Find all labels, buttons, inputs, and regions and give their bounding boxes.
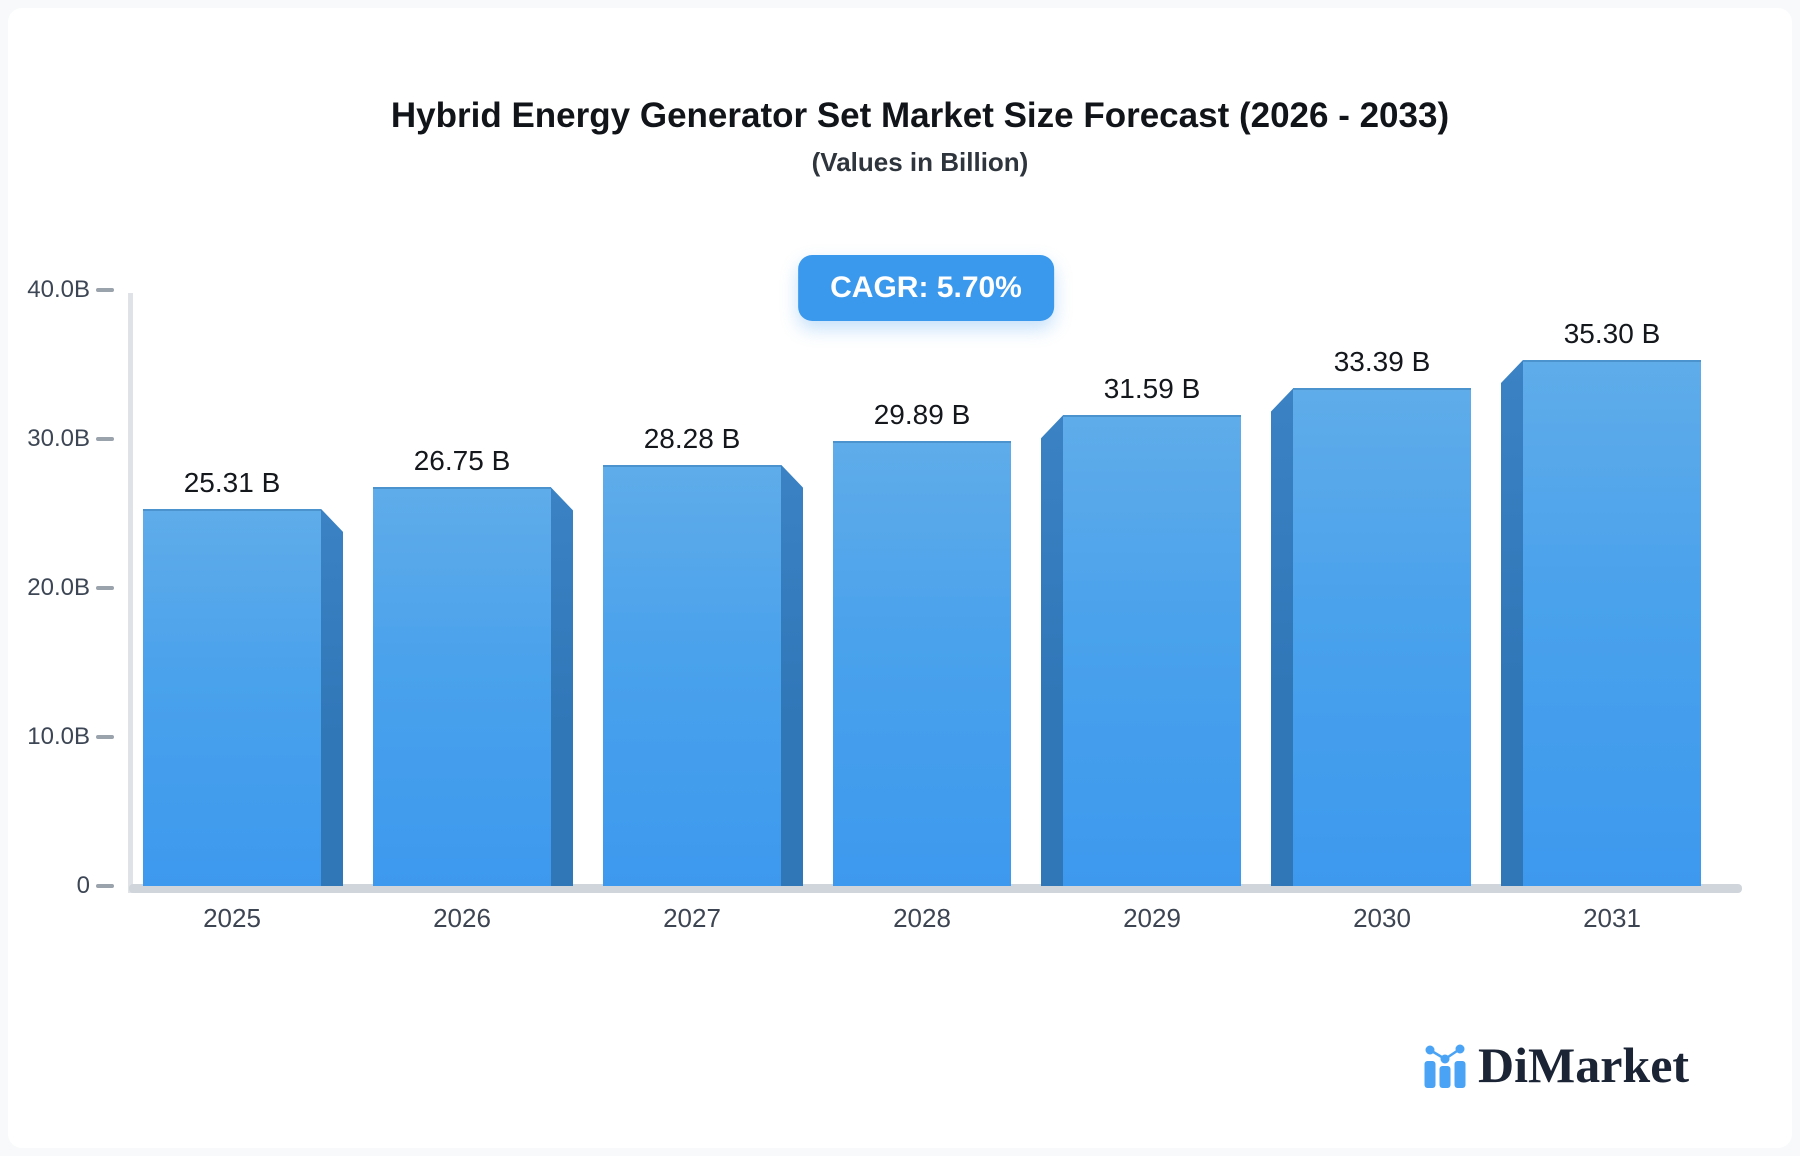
x-axis-label-2031: 2031 [1583, 903, 1641, 933]
x-axis-label-2026: 2026 [433, 903, 491, 933]
bar-side-2029 [1041, 415, 1063, 886]
bar-2030 [1293, 388, 1471, 886]
y-axis-tick [96, 884, 114, 888]
dimarket-logo-icon [1424, 1044, 1466, 1088]
bar-side-2027 [781, 464, 803, 886]
y-axis-tick [96, 586, 114, 590]
chart-header: Hybrid Energy Generator Set Market Size … [120, 94, 1720, 178]
y-axis-tick [96, 735, 114, 739]
bar-value-label-2031: 35.30 B [1563, 318, 1661, 350]
y-axis-tick [96, 288, 114, 292]
chart-subtitle: (Values in Billion) [811, 147, 1029, 177]
y-axis-line [128, 293, 133, 893]
y-axis-label: 40.0B [27, 276, 90, 303]
y-axis-label: 30.0B [27, 425, 90, 452]
y-axis-label: 10.0B [27, 723, 90, 750]
y-axis-label: 0 [76, 872, 90, 899]
y-axis-label: 20.0B [27, 574, 90, 601]
bar-value-label-2027: 28.28 B [643, 422, 741, 454]
bar-value-label-2028: 29.89 B [873, 398, 971, 430]
bar-2029 [1063, 415, 1241, 886]
bar-value-label-2029: 31.59 B [1103, 373, 1201, 405]
brand-logo: DiMarket [1424, 1037, 1690, 1093]
bar-side-2030 [1271, 388, 1293, 886]
bar-2028 [833, 440, 1011, 886]
bar-side-2025 [321, 508, 343, 886]
bar-2025 [143, 508, 321, 886]
bar-2026 [373, 487, 551, 886]
x-axis-label-2025: 2025 [203, 903, 261, 933]
x-axis-label-2027: 2027 [663, 903, 721, 933]
y-axis-tick [96, 437, 114, 441]
x-axis-baseline [129, 884, 1742, 893]
x-axis-label-2028: 2028 [893, 903, 951, 933]
chart-title: Hybrid Energy Generator Set Market Size … [390, 96, 1450, 135]
cagr-badge: CAGR: 5.70% [798, 255, 1054, 321]
brand-name: DiMarket [1478, 1037, 1690, 1093]
bar-2031 [1523, 360, 1701, 886]
bar-side-2026 [551, 487, 573, 886]
bar-value-label-2025: 25.31 B [183, 466, 281, 498]
bar-side-2031 [1501, 360, 1523, 886]
bar-value-label-2030: 33.39 B [1333, 346, 1431, 378]
x-axis-label-2030: 2030 [1353, 903, 1411, 933]
bar-value-label-2026: 26.75 B [413, 445, 511, 477]
x-axis-label-2029: 2029 [1123, 903, 1181, 933]
bar-2027 [603, 464, 781, 886]
